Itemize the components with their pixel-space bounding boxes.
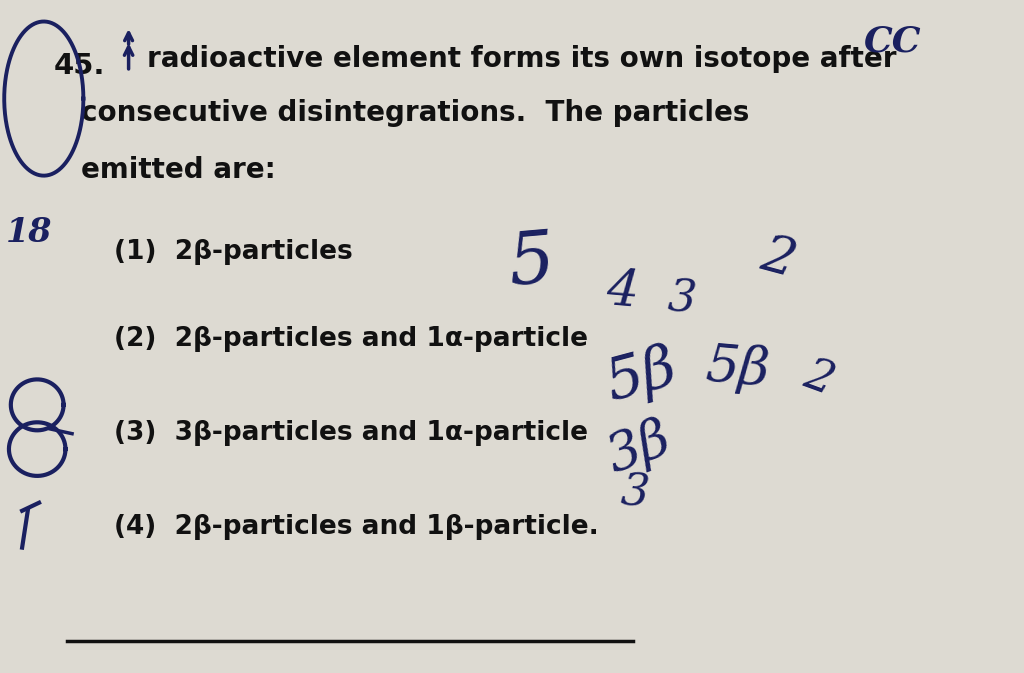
- Text: emitted are:: emitted are:: [82, 155, 276, 184]
- Text: 18: 18: [6, 216, 52, 249]
- Text: radioactive element forms its own isotope after: radioactive element forms its own isotop…: [147, 45, 897, 73]
- Text: consecutive disintegrations.  The particles: consecutive disintegrations. The particl…: [82, 98, 750, 127]
- Text: (2)  2β-particles and 1α-particle: (2) 2β-particles and 1α-particle: [115, 326, 589, 353]
- Text: 2: 2: [756, 229, 801, 287]
- Text: 45.: 45.: [53, 52, 104, 79]
- Text: 2: 2: [798, 353, 839, 404]
- Text: 3β: 3β: [600, 414, 677, 483]
- Text: 3: 3: [666, 276, 697, 322]
- Text: 4: 4: [604, 266, 641, 318]
- Text: 5β: 5β: [600, 340, 683, 413]
- Text: (3)  3β-particles and 1α-particle: (3) 3β-particles and 1α-particle: [115, 420, 589, 446]
- Text: (1)  2β-particles: (1) 2β-particles: [115, 240, 353, 265]
- Text: CC: CC: [863, 25, 922, 59]
- Text: 5β: 5β: [703, 340, 772, 396]
- Text: 5: 5: [506, 226, 557, 300]
- Text: 3: 3: [618, 470, 650, 516]
- Text: (4)  2β-particles and 1β-particle.: (4) 2β-particles and 1β-particle.: [115, 514, 599, 540]
